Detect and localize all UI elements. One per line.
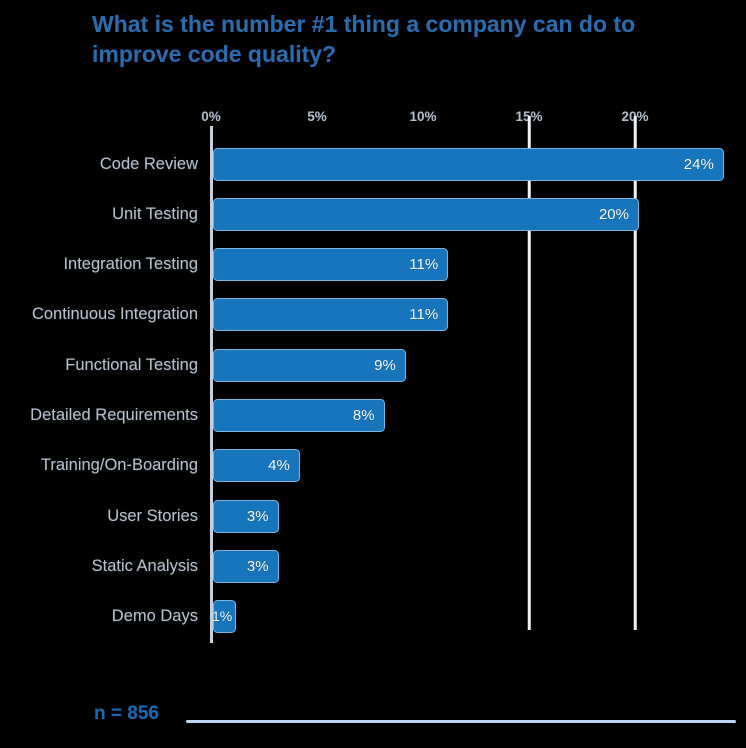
- footer-rule: [186, 719, 736, 723]
- bar-value-label: 4%: [268, 457, 290, 475]
- gridline: [633, 116, 637, 630]
- x-axis-tick-label: 10%: [409, 109, 437, 124]
- bar-value-label: 9%: [374, 356, 396, 374]
- category-label: Training/On-Boarding: [40, 456, 198, 475]
- category-label: Continuous Integration: [31, 305, 198, 324]
- category-label: Demo Days: [111, 607, 198, 626]
- bar-value-label: 8%: [352, 407, 375, 425]
- bar-value-label: 3%: [246, 558, 269, 576]
- sample-size-label: n = 856: [94, 703, 159, 724]
- x-axis-tick-label: 5%: [307, 109, 327, 124]
- bar-row: Detailed Requirements 8%: [0, 399, 746, 433]
- x-axis-tick-label: 0%: [201, 109, 221, 124]
- bar: 4%: [213, 449, 300, 483]
- bar-row: Continuous Integration 11%: [0, 298, 746, 332]
- bar: 1%: [211, 600, 237, 634]
- bar-row: Unit Testing 20%: [0, 197, 746, 231]
- bar-value-label: 3%: [246, 507, 269, 525]
- category-label: User Stories: [107, 506, 198, 525]
- bar-value-label: 20%: [598, 205, 629, 223]
- bar-row: Functional Testing 9%: [0, 348, 746, 382]
- bar-row: Training/On-Boarding 4%: [0, 449, 746, 483]
- category-label: Integration Testing: [63, 255, 198, 274]
- bar: 20%: [213, 197, 639, 231]
- gridline: [527, 116, 531, 630]
- category-label: Unit Testing: [112, 204, 198, 223]
- bar: 3%: [213, 550, 279, 584]
- bar-row: Static Analysis 3%: [0, 550, 746, 584]
- bar-value-label: 11%: [409, 256, 439, 274]
- bar: 9%: [213, 348, 406, 382]
- chart-title: What is the number #1 thing a company ca…: [92, 11, 636, 67]
- category-label: Detailed Requirements: [30, 406, 198, 425]
- category-label: Static Analysis: [91, 557, 198, 576]
- bar-row: User Stories 3%: [0, 499, 746, 533]
- bar: 11%: [213, 298, 449, 332]
- bar-row: Code Review 24%: [0, 147, 746, 181]
- bar-row: Demo Days 1%: [0, 600, 746, 634]
- category-label: Functional Testing: [65, 355, 198, 374]
- bar: 8%: [213, 399, 385, 433]
- category-label: Code Review: [99, 154, 198, 173]
- bar-value-label: 1%: [211, 608, 233, 625]
- bar-row: Integration Testing 11%: [0, 248, 746, 282]
- bar: 11%: [213, 248, 449, 282]
- bar-value-label: 11%: [409, 306, 439, 324]
- bar-value-label: 24%: [683, 155, 714, 173]
- y-axis-line: [210, 126, 213, 643]
- bar: 24%: [213, 147, 724, 181]
- bar: 3%: [213, 499, 279, 533]
